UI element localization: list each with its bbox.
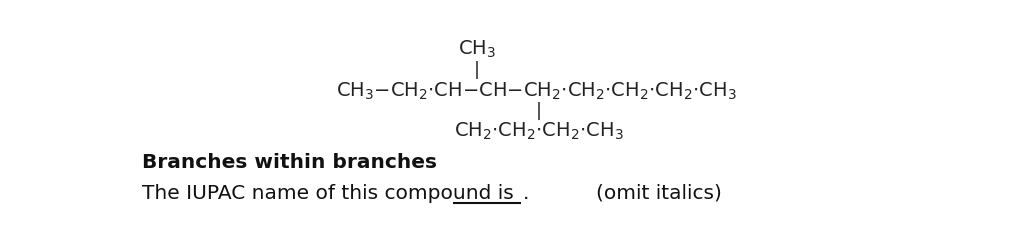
Text: The IUPAC name of this compound is: The IUPAC name of this compound is [142,184,514,203]
Text: |: | [537,102,542,120]
Text: .: . [523,184,529,203]
Text: (omit italics): (omit italics) [596,184,722,203]
Text: $\mathregular{CH_3}$$\mathregular{-}$$\mathregular{CH_2}$$\mathregular{\cdot}$$\: $\mathregular{CH_3}$$\mathregular{-}$$\m… [336,81,737,102]
Text: |: | [474,61,480,79]
Text: Branches within branches: Branches within branches [142,153,437,172]
Text: $\mathregular{CH_3}$: $\mathregular{CH_3}$ [458,38,497,60]
Text: $\mathregular{CH_2}$$\mathregular{\cdot}$$\mathregular{CH_2}$$\mathregular{\cdot: $\mathregular{CH_2}$$\mathregular{\cdot}… [455,120,624,142]
